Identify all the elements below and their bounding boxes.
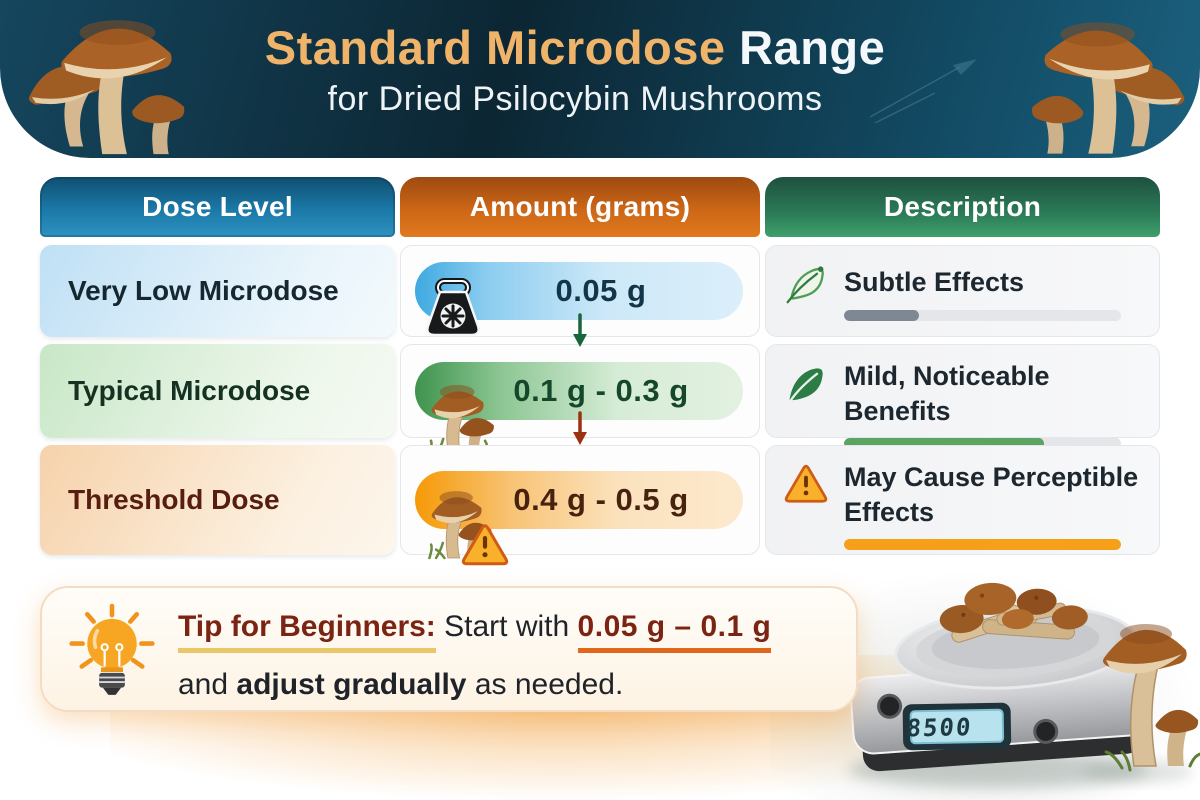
intensity-meter-fill [844,539,1122,551]
digital-scale-illustration: 8500 [848,582,1200,788]
description-text: May Cause Perceptible Effects [844,462,1139,527]
tip-range: 0.05 g – 0.1 g [577,610,772,653]
description-text: Mild, Noticeable Benefits [844,361,1050,426]
page-subtitle: for Dried Psilocybin Mushrooms [327,80,823,118]
dose-level-threshold: Threshold Dose [40,445,395,555]
amount-value: 0.4 g - 0.5 g [513,482,689,517]
column-header-amount: Amount (grams) [400,177,760,237]
scale-button [1033,718,1059,744]
tip-text: Tip for Beginners: Start with 0.05 g – 0… [178,604,848,707]
warning-triangle-icon [461,523,509,567]
amount-value: 0.05 g [555,273,647,308]
page-title-rest: Range [739,21,886,74]
tip-line2-bold: adjust gradually [236,668,467,701]
description-text: Subtle Effects [844,267,1025,298]
amount-pill: 0.1 g - 0.3 g [415,362,743,420]
standing-mushrooms [1103,624,1200,772]
tip-line2-suffix: as needed. [474,668,624,701]
tip-line-1: Tip for Beginners: Start with 0.05 g – 0… [178,604,848,653]
tip-line2-prefix: and [178,668,229,701]
leaf-outline-icon [784,260,828,304]
amount-pill: 0.4 g - 0.5 g [415,471,743,529]
tip-line-2: and adjust gradually as needed. [178,662,848,707]
tip-label: Tip for Beginners: [178,610,436,653]
scale-button [877,693,903,719]
amount-value: 0.1 g - 0.3 g [513,373,689,408]
scale-body: 8500 [849,582,1150,772]
intensity-meter [844,309,1122,321]
amount-pill: 0.05 g [415,262,743,320]
description-cell-threshold: May Cause Perceptible Effects [765,445,1160,555]
column-header-description: Description [765,177,1160,237]
tip-text-before-range: Start with [444,610,570,643]
header-band: Standard Microdose Range for Dried Psilo… [0,0,1200,158]
intensity-meter [844,539,1122,551]
intensity-meter-fill [844,438,1044,450]
amount-cell-very-low: 0.05 g [400,245,760,337]
intensity-meter-fill [844,309,919,321]
description-cell-typical: Mild, Noticeable Benefits [765,344,1160,450]
scale-display-value: 8500 [905,713,973,742]
tip-box: Tip for Beginners: Start with 0.05 g – 0… [40,586,858,712]
arrow-down-icon [570,411,590,447]
page-title: Standard Microdose Range [0,20,1150,75]
dose-level-typical: Typical Microdose [40,344,395,438]
page-title-highlight: Standard Microdose [264,21,726,74]
column-header-dose-level: Dose Level [40,177,395,237]
warning-triangle-icon [784,462,828,506]
weight-icon [421,276,485,340]
leaf-solid-icon [784,361,828,405]
arrow-down-icon [570,313,590,349]
description-cell-very-low: Subtle Effects [765,245,1160,337]
dried-mushrooms-caps [939,582,1088,634]
intensity-meter [844,438,1122,450]
lightbulb-icon [68,600,156,700]
scale-lcd: 8500 [902,702,1012,751]
dose-level-very-low: Very Low Microdose [40,245,395,337]
sketch-lines-decoration [869,59,977,124]
amount-cell-threshold: 0.4 g - 0.5 g [400,445,760,555]
